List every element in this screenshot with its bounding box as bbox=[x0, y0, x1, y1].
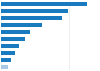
Bar bbox=[1, 2, 87, 6]
Bar bbox=[1, 37, 25, 41]
Bar bbox=[1, 51, 15, 55]
Bar bbox=[1, 44, 19, 48]
Bar bbox=[1, 65, 8, 69]
Bar bbox=[1, 16, 62, 20]
Bar bbox=[1, 9, 68, 13]
Bar bbox=[1, 58, 11, 62]
Bar bbox=[1, 23, 42, 27]
Bar bbox=[1, 30, 30, 34]
